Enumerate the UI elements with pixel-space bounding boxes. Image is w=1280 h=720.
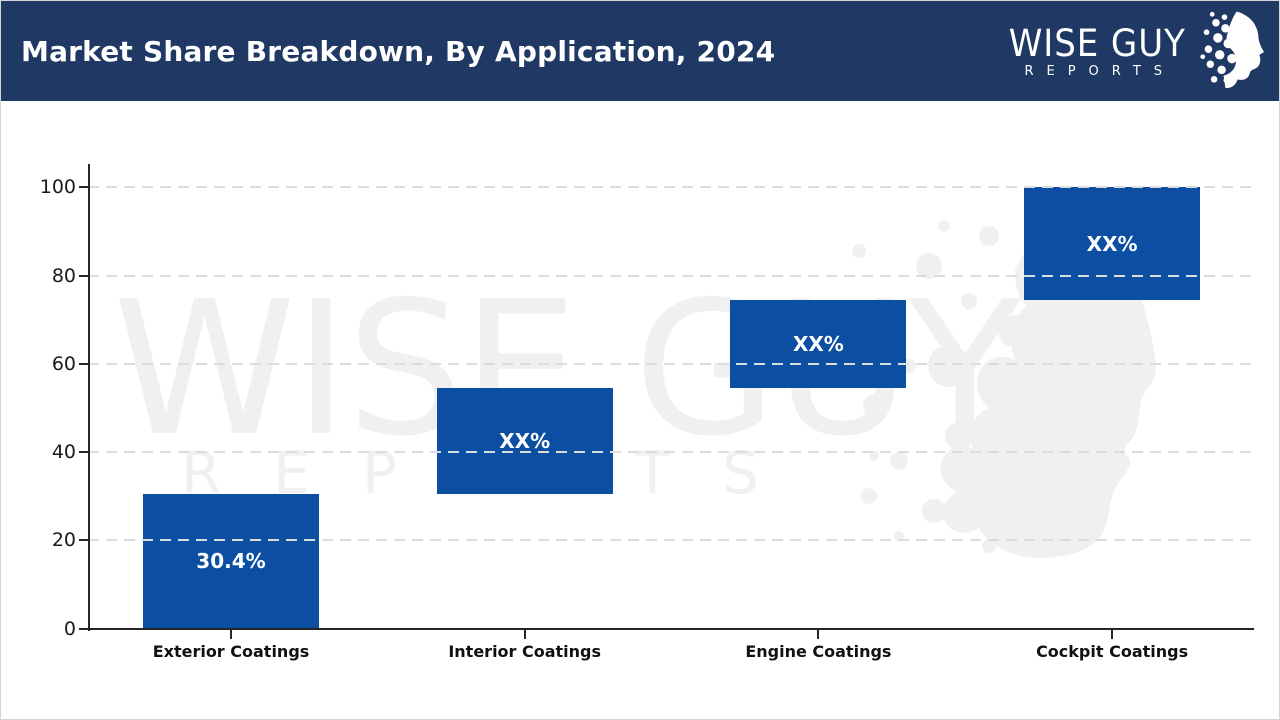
gridline-80 xyxy=(88,274,1254,277)
x-tick xyxy=(230,629,232,639)
bar-4 xyxy=(1024,187,1201,301)
y-tick-label: 80 xyxy=(51,264,76,287)
brand-name: WISE GUY xyxy=(1008,21,1186,65)
y-tick-label: 0 xyxy=(63,617,76,640)
y-tick xyxy=(79,539,88,542)
bar-1 xyxy=(143,494,319,629)
y-tick xyxy=(79,274,88,277)
header: Market Share Breakdown, By Application, … xyxy=(1,1,1279,101)
gridline-60 xyxy=(88,362,1254,365)
y-tick xyxy=(79,186,88,189)
brand-subtitle: REPORTS xyxy=(1024,64,1176,80)
x-tick-label-4: Cockpit Coatings xyxy=(1036,641,1189,661)
gridline-40 xyxy=(88,451,1254,454)
gridline-20 xyxy=(88,539,1254,542)
x-axis-line xyxy=(88,627,1254,630)
x-tick-label-3: Engine Coatings xyxy=(745,641,892,661)
y-tick-label: 100 xyxy=(39,176,76,199)
x-tick-label-1: Exterior Coatings xyxy=(152,641,310,661)
page-title: Market Share Breakdown, By Application, … xyxy=(21,34,776,68)
y-tick-label: 20 xyxy=(51,529,76,552)
y-tick-label: 60 xyxy=(51,352,76,375)
x-tick xyxy=(1111,629,1114,639)
brand-logo: WISE GUY REPORTS xyxy=(1001,9,1265,95)
x-tick-label-2: Interior Coatings xyxy=(448,641,602,661)
plot-area: 30.4% XX% XX% XX% 0 20 40 60 80 100 Exterior Coati… xyxy=(1,101,1279,719)
bar-value-label: XX% xyxy=(792,332,844,357)
bar-2 xyxy=(436,388,613,495)
chart: WISE GUY REPORTS xyxy=(1,101,1279,719)
wiseguy-head-icon xyxy=(1200,11,1265,88)
bar-value-label: 30.4% xyxy=(196,549,266,574)
y-axis-line xyxy=(88,164,90,631)
x-tick xyxy=(817,629,820,639)
y-tick xyxy=(79,451,88,454)
bar-3 xyxy=(730,300,907,389)
y-tick-label: 40 xyxy=(51,441,76,464)
y-tick xyxy=(79,362,88,365)
brand-text: WISE GUY REPORTS xyxy=(1001,21,1193,80)
gridline-100 xyxy=(88,186,1254,189)
bar-value-label: XX% xyxy=(1086,231,1138,256)
y-tick xyxy=(79,627,88,630)
bar-value-label: XX% xyxy=(499,429,551,454)
x-tick xyxy=(523,629,526,639)
